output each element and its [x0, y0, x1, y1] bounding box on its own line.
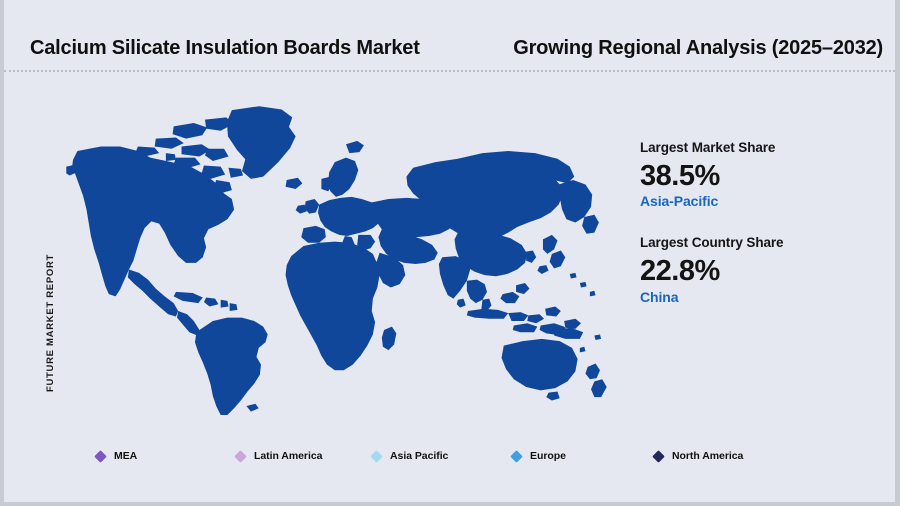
- legend-label: Asia Pacific: [390, 450, 449, 462]
- legend-item-north-america: North America: [652, 449, 744, 463]
- stat-value: 38.5%: [640, 160, 720, 192]
- stats-panel: Largest Market Share 38.5% Asia-Pacific …: [640, 140, 890, 331]
- diamond-icon: [652, 449, 665, 463]
- diamond-icon: [234, 449, 247, 463]
- header-subtitle: Growing Regional Analysis (2025–2032): [513, 37, 883, 59]
- diamond-icon: [94, 449, 107, 463]
- stat-label: Largest Country Share: [640, 235, 784, 251]
- header: Calcium Silicate Insulation Boards Marke…: [4, 30, 895, 100]
- diamond-icon: [510, 449, 523, 463]
- stat-region: Asia-Pacific: [640, 193, 719, 210]
- legend-label: North America: [672, 450, 744, 462]
- legend-item-europe: Europe: [510, 449, 566, 463]
- world-map: [66, 95, 626, 415]
- legend-item-mea: MEA: [94, 449, 138, 463]
- legend-label: Europe: [530, 450, 566, 462]
- infographic-canvas: Calcium Silicate Insulation Boards Marke…: [4, 0, 895, 502]
- header-divider: [4, 70, 895, 74]
- legend-label: MEA: [114, 450, 138, 462]
- stat-largest-market-share: Largest Market Share 38.5% Asia-Pacific: [640, 140, 890, 209]
- diamond-icon: [370, 449, 383, 463]
- page-title: Calcium Silicate Insulation Boards Marke…: [30, 37, 420, 59]
- legend-item-asia-pacific: Asia Pacific: [370, 449, 449, 463]
- legend-label: Latin America: [254, 450, 323, 462]
- stat-largest-country-share: Largest Country Share 22.8% China: [640, 235, 890, 304]
- stat-label: Largest Market Share: [640, 140, 776, 155]
- legend-item-latin-america: Latin America: [234, 449, 323, 463]
- world-map-svg: [66, 106, 607, 415]
- landmasses: [66, 106, 607, 415]
- brand-vertical-label: FUTURE MARKET REPORT: [45, 253, 56, 393]
- stat-value: 22.8%: [640, 255, 720, 288]
- stat-region: China: [640, 288, 679, 305]
- legend: MEA Latin America Asia Pacific Europe No…: [4, 446, 895, 472]
